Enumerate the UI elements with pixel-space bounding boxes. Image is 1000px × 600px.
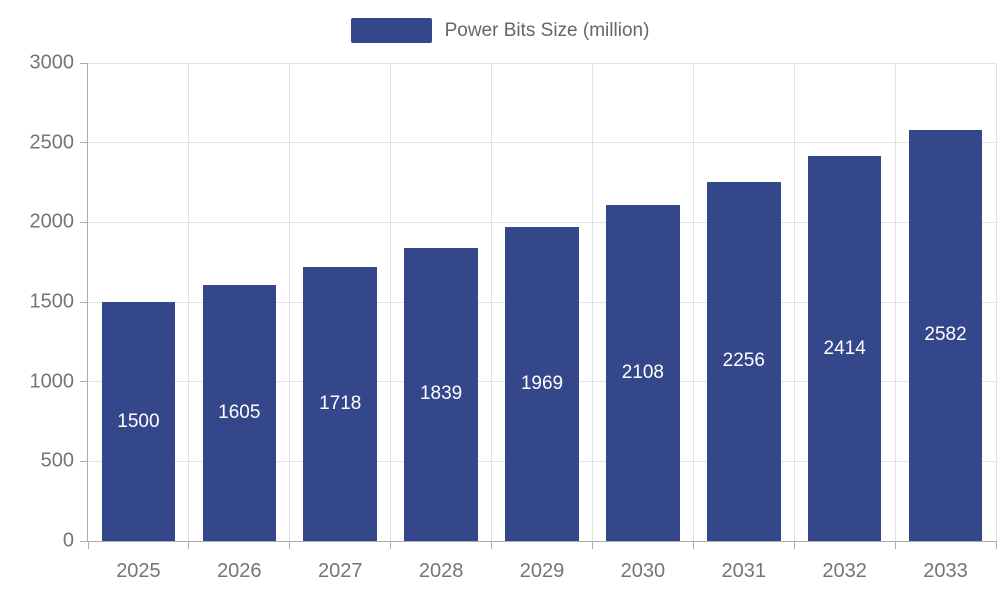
y-axis-tick [80, 540, 88, 542]
legend[interactable]: Power Bits Size (million) [0, 18, 1000, 43]
bar-2032[interactable]: 2414 [807, 156, 882, 541]
bar-2031[interactable]: 2256 [706, 181, 781, 541]
bar-value-label: 2108 [621, 362, 665, 384]
x-axis-tick [289, 541, 291, 549]
y-axis-line [87, 63, 88, 541]
y-axis-tick-label: 1500 [29, 290, 75, 313]
y-axis-tick-label: 1000 [29, 370, 75, 393]
x-axis-tick [390, 541, 392, 549]
legend-swatch [350, 18, 432, 43]
bar-value-label: 2414 [823, 337, 866, 359]
x-axis-tick [188, 541, 190, 549]
y-axis-tick [80, 221, 88, 223]
bar-2026[interactable]: 1605 [202, 285, 277, 541]
gridline-vertical [188, 63, 190, 541]
gridline-horizontal [88, 221, 996, 223]
gridline-vertical [289, 63, 291, 541]
x-axis-tick [692, 541, 694, 549]
y-axis-tick-label: 2500 [29, 131, 75, 154]
x-axis-tick-label: 2028 [418, 560, 464, 582]
y-axis-tick-label: 500 [40, 449, 74, 472]
y-axis-tick [80, 142, 88, 144]
bar-2030[interactable]: 2108 [606, 205, 680, 541]
x-axis-tick-label: 2026 [217, 560, 262, 582]
bar-value-label: 2256 [722, 350, 765, 372]
x-axis-tick-label: 2031 [721, 560, 767, 582]
y-axis-tick-label: 2000 [29, 210, 75, 233]
y-axis-tick-label: 3000 [29, 51, 75, 74]
x-axis-tick [491, 541, 493, 549]
bar-2028[interactable]: 1839 [404, 247, 478, 541]
gridline-vertical [390, 63, 392, 541]
y-axis-tick [80, 62, 88, 64]
x-axis-tick-label: 2029 [519, 560, 565, 582]
gridline-vertical [995, 63, 997, 541]
y-axis-tick-label: 0 [62, 529, 74, 552]
x-axis-tick-label: 2030 [620, 560, 666, 582]
plot-area: 1500 1605 1718 1839 1969 2108 2256 2414 2582 [88, 62, 997, 541]
gridline-horizontal [88, 62, 996, 64]
gridline-vertical [692, 63, 694, 541]
bar-value-label: 1500 [117, 410, 160, 432]
y-axis-tick [80, 381, 88, 383]
gridline-vertical [894, 63, 896, 541]
gridline-vertical [793, 63, 795, 541]
x-axis-tick [793, 541, 795, 549]
bar-value-label: 1718 [319, 393, 362, 415]
x-axis-tick-label: 2033 [923, 560, 968, 582]
bar-2025[interactable]: 1500 [101, 302, 176, 541]
y-axis-tick [80, 460, 88, 462]
x-axis-tick [87, 541, 89, 549]
bar-2033[interactable]: 2582 [908, 129, 983, 541]
y-axis-tick [80, 301, 88, 303]
bar-value-label: 1969 [520, 373, 564, 395]
x-axis-tick [591, 541, 593, 549]
bar-value-label: 2582 [924, 324, 967, 346]
bar-value-label: 1605 [218, 402, 261, 424]
x-axis-tick [894, 541, 896, 549]
gridline-vertical [591, 63, 593, 541]
gridline-horizontal [88, 142, 996, 144]
x-axis-tick-label: 2032 [822, 560, 867, 582]
x-axis-tick-label: 2025 [116, 560, 161, 582]
legend-label: Power Bits Size (million) [444, 19, 650, 41]
bar-2027[interactable]: 1718 [303, 267, 378, 541]
x-axis-line [87, 541, 996, 542]
x-axis-tick-label: 2027 [317, 560, 363, 582]
bar-2029[interactable]: 1969 [505, 227, 579, 541]
bar-value-label: 1839 [419, 383, 463, 405]
gridline-vertical [491, 63, 493, 541]
x-axis-tick [995, 541, 997, 549]
